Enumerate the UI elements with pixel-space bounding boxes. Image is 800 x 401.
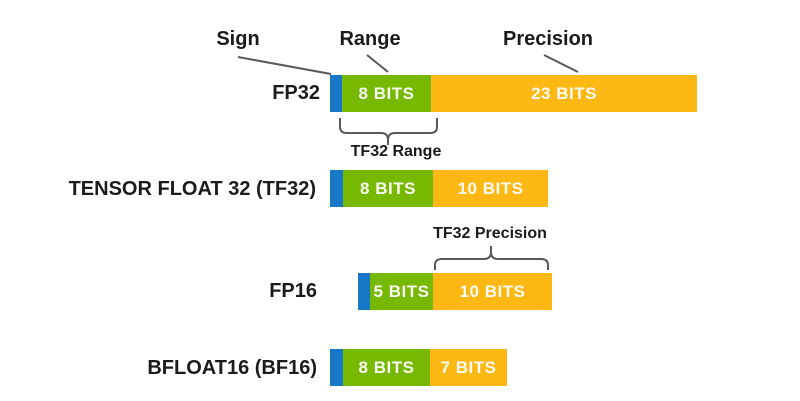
- fp32-precision-segment: 23 BITS: [431, 75, 697, 112]
- bf16-bar: 8 BITS 7 BITS: [330, 349, 507, 386]
- range-header-label: Range: [339, 28, 401, 50]
- fp32-range-segment: 8 BITS: [342, 75, 431, 112]
- fp16-range-segment: 5 BITS: [370, 273, 433, 310]
- bf16-precision-bits: 7 BITS: [440, 357, 497, 377]
- fp16-row-label: FP16: [269, 280, 317, 302]
- fp16-precision-segment: 10 BITS: [433, 273, 552, 310]
- sign-pointer-line: [237, 56, 332, 75]
- tf32-sign-segment: [330, 170, 343, 207]
- fp16-precision-bits: 10 BITS: [459, 281, 526, 301]
- sign-header-label: Sign: [216, 28, 260, 50]
- tf32-precision-annotation: TF32 Precision: [433, 225, 547, 242]
- tf32-bar: 8 BITS 10 BITS: [330, 170, 548, 207]
- range-pointer-line: [366, 54, 389, 73]
- bf16-sign-segment: [330, 349, 343, 386]
- fp32-range-bits: 8 BITS: [358, 83, 415, 103]
- fp32-bar: 8 BITS 23 BITS: [330, 75, 697, 112]
- fp16-range-bits: 5 BITS: [373, 281, 430, 301]
- tf32-range-annotation: TF32 Range: [350, 143, 442, 160]
- fp32-row-label: FP32: [272, 82, 320, 104]
- precision-header-label: Precision: [502, 28, 594, 50]
- fp16-sign-segment: [358, 273, 370, 310]
- tf32-range-bits: 8 BITS: [360, 178, 416, 198]
- bf16-row-label: BFLOAT16 (BF16): [147, 357, 317, 379]
- precision-pointer-line: [543, 54, 579, 73]
- tf32-precision-bits: 10 BITS: [457, 178, 524, 198]
- bf16-precision-segment: 7 BITS: [430, 349, 507, 386]
- fp32-precision-bits: 23 BITS: [531, 83, 597, 103]
- tf32-precision-bracket: [434, 246, 549, 270]
- bf16-range-bits: 8 BITS: [358, 357, 415, 377]
- tf32-precision-segment: 10 BITS: [433, 170, 548, 207]
- fp16-bar: 5 BITS 10 BITS: [358, 273, 552, 310]
- tf32-range-bracket: [339, 118, 438, 145]
- tf32-row-label: TENSOR FLOAT 32 (TF32): [68, 178, 316, 200]
- fp32-sign-segment: [330, 75, 342, 112]
- tf32-range-segment: 8 BITS: [343, 170, 433, 207]
- bf16-range-segment: 8 BITS: [343, 349, 430, 386]
